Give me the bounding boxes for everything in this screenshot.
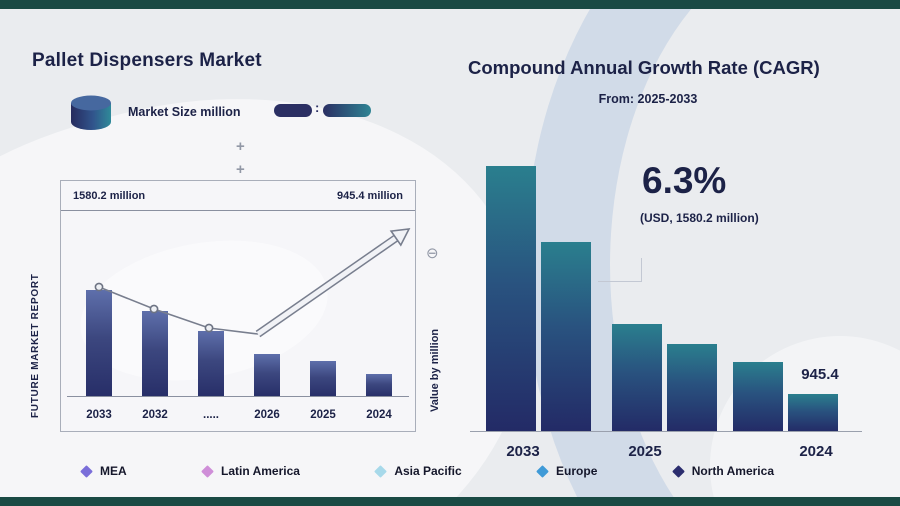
cagr-xlabel: 2024 <box>799 443 833 460</box>
cagr-xlabel: 2025 <box>628 443 662 460</box>
legend-item-mea: MEA <box>80 464 127 478</box>
market-xlabel: 2024 <box>366 409 392 421</box>
legend-label: Asia Pacific <box>394 464 462 478</box>
cagr-bar <box>667 344 717 432</box>
cagr-xlabel: 2033 <box>506 443 540 460</box>
market-size-chart: 1580.2 million 945.4 million 2033 2032...… <box>60 180 416 432</box>
bottom-border-strip <box>0 497 900 506</box>
legend-diamond-icon <box>201 464 214 478</box>
market-xlabel: 2026 <box>254 409 280 421</box>
footer-legend: MEA Latin America Asia Pacific Europe North … <box>80 464 774 478</box>
market-chart-xlabels: 2033 2032..... 2026 2025 2024 <box>61 409 415 425</box>
market-xlabel: 2033 <box>86 409 112 421</box>
legend-diamond-icon <box>80 464 93 478</box>
legend-label: MEA <box>100 464 127 478</box>
market-size-legend-label: Market Size million <box>128 105 241 119</box>
cagr-value: 6.3% <box>642 160 727 201</box>
cagr-bar-annotation: 945.4 <box>801 366 839 383</box>
cagr-bar <box>788 394 838 432</box>
legend-label: North America <box>691 464 774 478</box>
legend-label: Latin America <box>221 464 300 478</box>
future-market-report-watermark: FUTURE MARKET REPORT <box>30 273 41 418</box>
market-xlabel: ..... <box>203 409 219 421</box>
cagr-xlabels: 2033 2025 2024 <box>470 438 862 460</box>
cagr-title: Compound Annual Growth Rate (CAGR) <box>468 57 820 78</box>
market-bar <box>366 374 392 397</box>
cagr-bar <box>733 362 783 432</box>
legend-item-europe: Europe <box>536 464 598 478</box>
legend-diamond-icon <box>536 464 549 478</box>
market-bar <box>310 361 336 397</box>
chart-annotation-row: 1580.2 million 945.4 million <box>61 181 415 211</box>
minus-circle-decoration-icon: ⊖ <box>426 245 439 262</box>
market-title: Pallet Dispensers Market <box>32 50 262 71</box>
cagr-bar <box>541 242 591 432</box>
cagr-note: (USD, 1580.2 million) <box>640 211 759 225</box>
market-xlabel: 2025 <box>310 409 336 421</box>
annotation-end-value: 945.4 million <box>336 189 403 202</box>
legend-item-asia-pacific: Asia Pacific <box>374 464 462 478</box>
top-border-strip <box>0 0 900 9</box>
legend-diamond-icon <box>671 464 685 478</box>
legend-diamond-icon <box>374 464 388 478</box>
value-axis-label: Value by million <box>429 328 441 412</box>
ratio-pill-navy <box>274 104 312 117</box>
market-bar <box>254 354 280 397</box>
market-x-axis-line <box>67 396 409 397</box>
plus-decoration-icon: + <box>236 138 245 155</box>
legend-item-north-america: North America <box>671 464 774 478</box>
market-bar <box>198 331 224 397</box>
market-bar <box>142 311 168 397</box>
cagr-bar <box>486 166 536 432</box>
cagr-chart: 2033 2025 2024 945.4 <box>470 140 862 460</box>
legend-item-latin-america: Latin America <box>201 464 300 478</box>
market-xlabel: 2032 <box>142 409 168 421</box>
ratio-colon: : <box>315 100 320 115</box>
market-chart-bars <box>61 211 415 397</box>
annotation-start-value: 1580.2 million <box>73 189 146 202</box>
cagr-bars <box>470 140 862 432</box>
ratio-pill-gradient <box>323 104 371 117</box>
cagr-x-axis-line <box>470 431 862 432</box>
cagr-bar <box>612 324 662 432</box>
market-size-cylinder-icon <box>71 95 111 130</box>
market-bar <box>86 290 112 397</box>
legend-label: Europe <box>556 464 598 478</box>
plus-decoration-icon: + <box>236 161 245 178</box>
bracket-decoration <box>598 258 642 282</box>
cagr-subtitle: From: 2025-2033 <box>598 92 698 106</box>
